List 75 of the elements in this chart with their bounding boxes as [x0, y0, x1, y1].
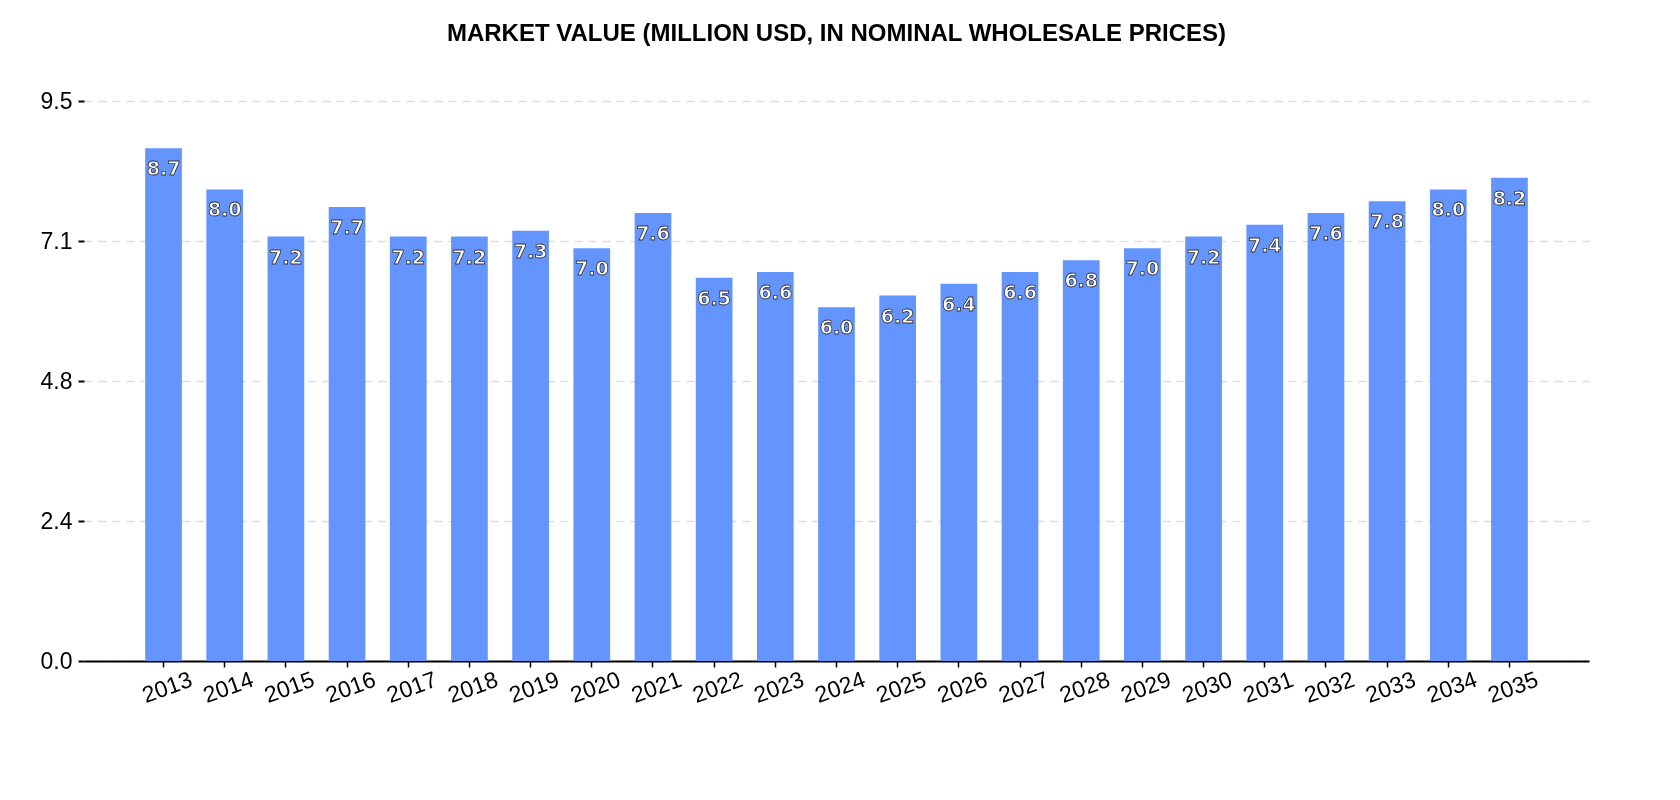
data-label: 6.8	[1064, 269, 1099, 292]
x-tick-label: 2017	[383, 665, 441, 708]
y-tick-label: 7.1	[40, 227, 73, 254]
data-label: 7.0	[1125, 257, 1160, 280]
bar	[145, 148, 182, 661]
data-label: 7.7	[330, 216, 364, 239]
data-label: 6.6	[1003, 280, 1037, 303]
x-tick-label: 2019	[505, 665, 563, 708]
bar	[1062, 260, 1100, 661]
bar	[328, 207, 366, 661]
x-tick-label: 2030	[1178, 665, 1236, 708]
data-label: 8.0	[1431, 198, 1466, 221]
bar	[1246, 224, 1284, 661]
x-tick-label: 2033	[1362, 665, 1420, 708]
x-tick-label: 2027	[994, 665, 1052, 708]
x-tick-label: 2035	[1484, 665, 1542, 708]
x-tick-label: 2023	[750, 665, 808, 708]
bar	[1185, 236, 1222, 661]
x-tick-label: 2026	[933, 665, 991, 708]
bar	[879, 295, 917, 661]
x-tick-label: 2024	[811, 665, 869, 708]
data-label: 8.0	[207, 198, 242, 221]
data-label: 7.6	[636, 222, 670, 244]
data-label: 7.4	[1247, 233, 1282, 256]
data-label: 7.6	[1309, 222, 1343, 244]
bar	[1368, 201, 1406, 661]
x-tick-label: 2032	[1300, 665, 1358, 708]
data-label: 6.0	[819, 316, 854, 339]
x-tick-label: 2013	[138, 665, 196, 708]
x-tick-label: 2028	[1056, 665, 1114, 708]
x-tick-label: 2029	[1117, 665, 1175, 708]
bar	[1001, 271, 1039, 661]
x-tick-label: 2031	[1239, 665, 1297, 708]
x-tick-label: 2025	[872, 665, 930, 708]
x-tick-label: 2016	[322, 665, 379, 708]
y-tick-label: 4.8	[40, 367, 73, 394]
bar	[267, 236, 305, 661]
bar	[1491, 177, 1528, 661]
data-label: 8.7	[146, 157, 181, 180]
bar	[206, 189, 244, 661]
bar	[451, 236, 488, 661]
chart-title: MARKET VALUE (MILLION USD, IN NOMINAL WHOLESALE PRICES)	[446, 19, 1227, 46]
x-tick-label: 2022	[689, 665, 747, 708]
bar	[1307, 213, 1345, 661]
data-label: 7.2	[391, 245, 426, 268]
bar	[634, 213, 672, 661]
data-label: 6.5	[697, 286, 731, 309]
data-label: 7.2	[269, 245, 303, 268]
data-label: 8.2	[1492, 186, 1527, 209]
bar	[573, 248, 611, 661]
data-label: 7.2	[452, 245, 487, 268]
x-tick-label: 2015	[260, 665, 318, 708]
bar	[512, 230, 549, 661]
x-tick-label: 2020	[566, 665, 624, 708]
bar	[1429, 189, 1467, 661]
data-label: 7.8	[1370, 210, 1404, 233]
bar	[389, 236, 427, 661]
bar	[818, 307, 855, 661]
data-label: 6.2	[880, 304, 915, 327]
x-tick-label: 2014	[199, 665, 257, 708]
x-tick-label: 2021	[627, 665, 685, 708]
bar	[756, 271, 794, 661]
data-label: 7.0	[574, 257, 609, 280]
bar	[695, 277, 733, 661]
bar	[1124, 248, 1161, 661]
data-label: 6.6	[758, 280, 793, 303]
x-tick-label: 2034	[1423, 665, 1481, 708]
y-tick-label: 9.5	[40, 87, 73, 114]
bar	[940, 283, 978, 661]
data-label: 7.2	[1186, 245, 1221, 268]
data-label: 6.4	[942, 292, 976, 315]
data-label: 7.3	[513, 239, 548, 262]
y-tick-label: 2.4	[40, 507, 73, 534]
y-tick-label: 0.0	[40, 647, 73, 674]
x-tick-label: 2018	[444, 665, 502, 708]
